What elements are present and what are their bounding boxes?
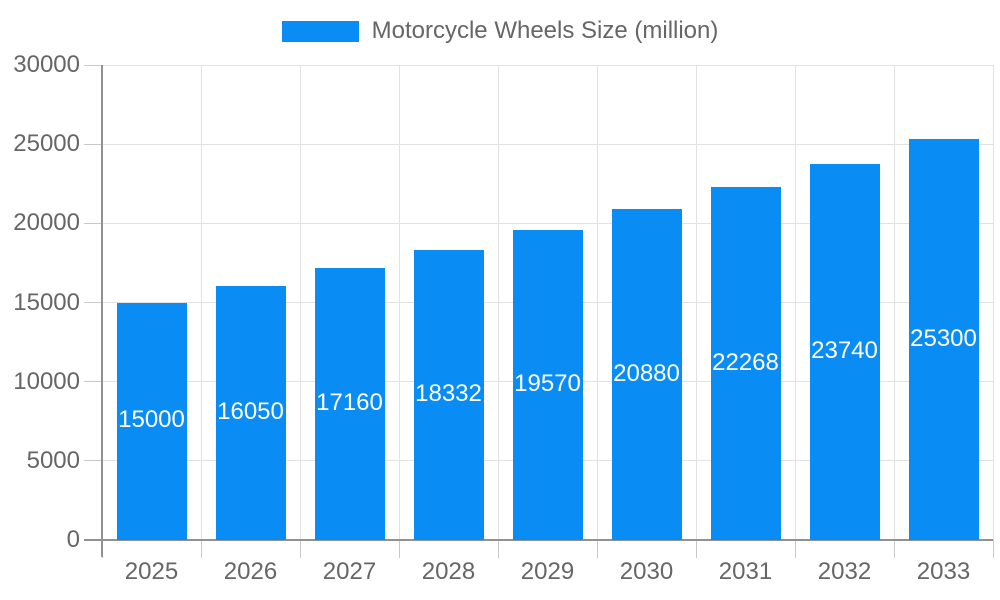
y-gridline [102,143,993,145]
bar [314,268,385,540]
x-axis-label: 2029 [520,558,575,585]
x-gridline [794,65,796,540]
y-tick [84,143,102,145]
bar-value-label: 22268 [712,348,779,376]
x-axis-label: 2027 [322,558,377,585]
bar-value-label: 17160 [316,389,383,417]
y-tick [84,64,102,66]
y-tick [84,222,102,224]
bar [710,187,781,540]
y-axis-label: 5000 [26,446,80,474]
x-gridline [695,65,697,540]
legend-swatch-icon [281,20,359,42]
x-tick [299,540,301,558]
y-axis-label: 15000 [13,288,80,316]
y-gridline [102,64,993,66]
bar [116,302,187,540]
bar-value-label: 20880 [613,359,680,387]
x-tick [200,540,202,558]
y-axis-label: 20000 [13,209,80,237]
legend-label: Motorcycle Wheels Size (million) [371,17,719,44]
x-axis-label: 2031 [718,558,773,585]
x-gridline [200,65,202,540]
y-tick [84,381,102,383]
x-tick [695,540,697,558]
bar-value-label: 18332 [415,379,482,407]
bar [611,209,682,540]
x-gridline [299,65,301,540]
y-gridline [102,222,993,224]
y-axis-label: 0 [66,526,80,553]
x-gridline [596,65,598,540]
x-axis-label: 2025 [124,558,179,585]
bar [512,230,583,540]
bar [413,249,484,540]
bar [908,139,979,540]
x-axis-label: 2028 [421,558,476,585]
bar [215,285,286,540]
x-tick [398,540,400,558]
x-tick [497,540,499,558]
x-gridline [497,65,499,540]
y-axis-line [101,65,103,557]
x-axis-label: 2030 [619,558,674,585]
y-tick [84,302,102,303]
bar-value-label: 16050 [217,397,284,425]
x-tick [992,540,994,558]
x-axis-label: 2032 [817,558,872,585]
x-gridline [398,65,400,540]
bar-value-label: 25300 [910,324,977,352]
bar [809,164,880,540]
x-tick [794,540,796,558]
x-tick [596,540,598,558]
bar-value-label: 23740 [811,337,878,365]
bar-value-label: 15000 [118,406,185,434]
x-axis-label: 2026 [223,558,278,585]
x-axis-line [84,539,993,541]
y-axis-label: 10000 [13,367,80,395]
y-tick [84,460,102,462]
x-tick [893,540,895,558]
legend[interactable]: Motorcycle Wheels Size (million) [0,17,1000,45]
x-gridline [893,65,895,540]
x-gridline [992,65,994,540]
bar-value-label: 19570 [514,370,581,398]
y-axis-label: 25000 [13,130,80,158]
y-axis-label: 30000 [13,51,80,78]
x-axis-label: 2033 [916,558,971,585]
